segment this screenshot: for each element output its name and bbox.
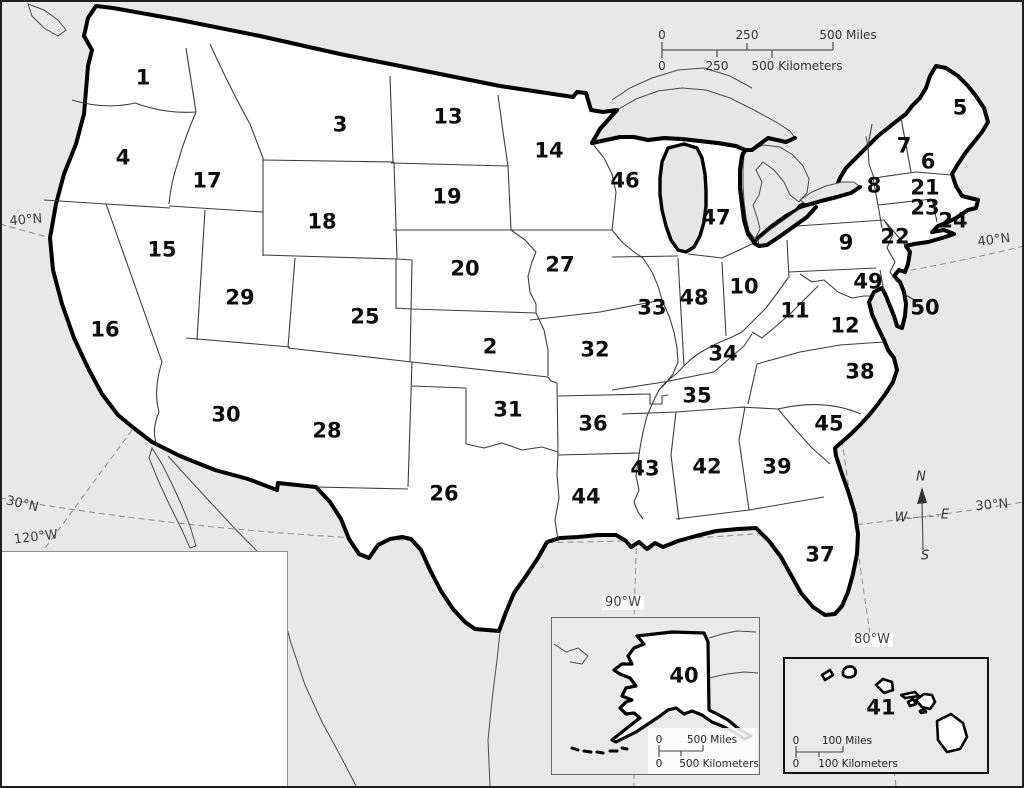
alaska-scale-miles-zero: 0 (655, 734, 663, 746)
great-lakes (590, 87, 862, 254)
state-number-label-42: 42 (692, 454, 722, 479)
compass-west-label: W (894, 510, 908, 526)
state-number-label-10: 10 (729, 274, 759, 299)
state-number-label-6: 6 (920, 149, 936, 174)
state-number-label-20: 20 (450, 256, 480, 281)
hawaii-scale-km-zero: 0 (792, 758, 800, 770)
state-number-label-34: 34 (708, 341, 738, 366)
alaska-scale-km: 500 Kilometers (679, 758, 759, 770)
alaska-scale-km-zero: 0 (655, 758, 663, 770)
state-number-label-16: 16 (90, 317, 120, 342)
compass-north-label: N (916, 469, 926, 485)
state-number-label-45: 45 (814, 411, 844, 436)
alaska-map-svg (553, 630, 759, 774)
state-number-label-23: 23 (910, 195, 940, 220)
state-number-label-35: 35 (682, 383, 712, 408)
state-number-label-14: 14 (534, 138, 564, 163)
hawaii-map-svg (795, 665, 969, 758)
state-number-label-13: 13 (433, 104, 463, 129)
compass-south-label: S (920, 548, 930, 564)
state-boundaries (43, 43, 952, 541)
state-number-label-36: 36 (578, 411, 608, 436)
state-number-label-30: 30 (211, 402, 241, 427)
graticule-label: 30°N (974, 496, 1009, 515)
graticule-label: 40°N (8, 211, 43, 230)
state-number-label-21: 21 (910, 175, 940, 200)
state-number-label-4: 4 (115, 145, 131, 170)
compass-east-label: E (940, 507, 950, 523)
alaska-scale-lines (658, 745, 704, 757)
state-number-label-2: 2 (482, 334, 498, 359)
state-number-label-24: 24 (938, 208, 968, 233)
hawaii-inset: 0 100 Miles 0 100 Kilometers (783, 657, 989, 774)
state-number-label-32: 32 (580, 337, 610, 362)
scale-miles-mid: 250 (735, 28, 759, 42)
alaska-foreign-lines (553, 630, 759, 679)
state-number-label-39: 39 (762, 454, 792, 479)
graticule-label: 80°W (851, 632, 893, 648)
state-number-label-49: 49 (853, 269, 883, 294)
scale-km-mid: 250 (705, 59, 729, 73)
hawaii-scale-lines (795, 746, 844, 758)
scale-bar-lines (661, 42, 834, 58)
state-number-label-7: 7 (896, 133, 912, 158)
state-number-label-47: 47 (701, 205, 731, 230)
state-number-label-17: 17 (192, 168, 222, 193)
scale-miles-zero: 0 (658, 28, 666, 42)
state-number-label-41: 41 (866, 695, 896, 720)
state-number-label-9: 9 (838, 230, 854, 255)
state-number-label-12: 12 (830, 313, 860, 338)
state-number-label-5: 5 (952, 95, 968, 120)
state-number-label-37: 37 (805, 542, 835, 567)
state-number-label-33: 33 (637, 295, 667, 320)
scale-miles-end: 500 Miles (819, 28, 877, 42)
state-number-label-18: 18 (307, 209, 337, 234)
state-number-label-26: 26 (429, 481, 459, 506)
state-number-label-27: 27 (545, 252, 575, 277)
state-number-label-1: 1 (135, 65, 151, 90)
hawaiian-islands (820, 665, 969, 754)
state-number-label-50: 50 (910, 295, 940, 320)
state-number-label-11: 11 (780, 298, 810, 323)
alaska-scale-miles: 500 Miles (686, 734, 738, 746)
hawaii-scale-miles-zero: 0 (792, 735, 800, 747)
state-number-label-29: 29 (225, 285, 255, 310)
state-number-label-38: 38 (845, 359, 875, 384)
hawaii-scale-miles: 100 Miles (821, 735, 873, 747)
state-number-label-25: 25 (350, 304, 380, 329)
alaska-inset: 0 500 Miles 0 500 Kilometers (551, 617, 760, 775)
scale-km-zero: 0 (658, 59, 666, 73)
state-number-label-8: 8 (866, 173, 882, 198)
aleutian-islands (570, 746, 629, 755)
state-number-label-43: 43 (630, 456, 660, 481)
scale-km-end: 500 Kilometers (751, 59, 843, 73)
state-number-label-40: 40 (669, 663, 699, 688)
state-number-label-19: 19 (432, 184, 462, 209)
state-number-label-28: 28 (312, 418, 342, 443)
state-number-label-22: 22 (880, 224, 910, 249)
state-number-label-44: 44 (571, 484, 601, 509)
state-number-label-48: 48 (679, 285, 709, 310)
empty-inset-box (0, 551, 288, 788)
compass-rose-icon (904, 487, 940, 551)
state-number-label-15: 15 (147, 237, 177, 262)
state-number-label-3: 3 (332, 112, 348, 137)
hawaii-scale-km: 100 Kilometers (818, 758, 898, 770)
state-number-label-46: 46 (610, 168, 640, 193)
state-number-label-31: 31 (493, 397, 523, 422)
graticule-label: 90°W (602, 595, 644, 611)
